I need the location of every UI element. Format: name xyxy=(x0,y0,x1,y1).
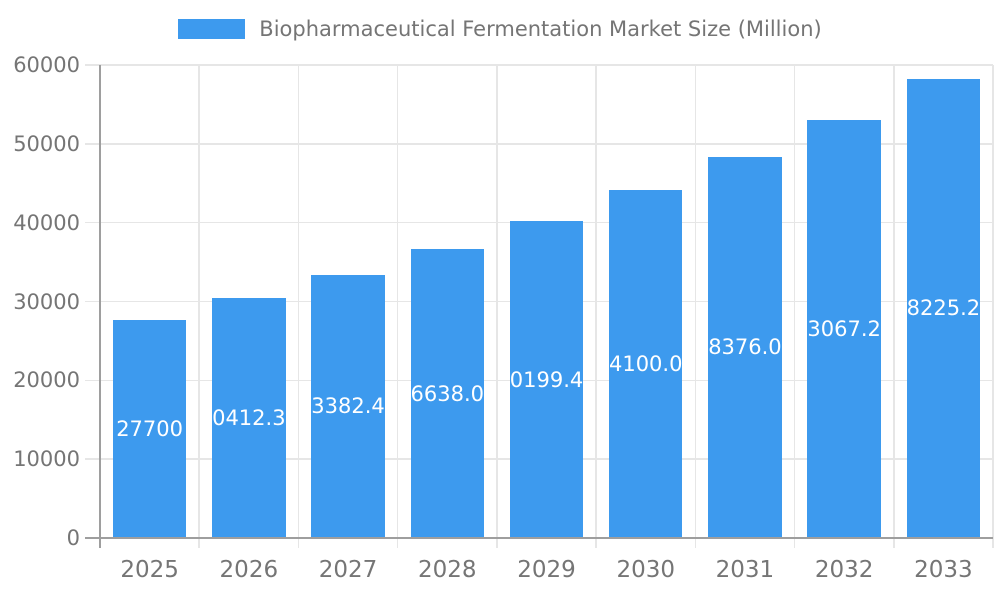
bar-value-label: 30412.34 xyxy=(212,406,286,431)
gridline-vertical xyxy=(793,65,796,548)
y-axis-tick-label: 30000 xyxy=(13,289,80,314)
gridline-horizontal xyxy=(85,143,993,145)
gridline-vertical xyxy=(694,65,697,548)
x-axis-tick-label: 2031 xyxy=(715,557,775,583)
gridline-vertical xyxy=(595,65,597,548)
bar-value-label: 36638.06 xyxy=(410,381,484,406)
bar-2031: 48376.06 xyxy=(708,156,782,538)
x-axis-tick-label: 2030 xyxy=(616,557,675,583)
bar-2032: 53067.24 xyxy=(807,119,881,538)
bar-2026: 30412.34 xyxy=(212,298,286,538)
x-axis-tick-label: 2028 xyxy=(417,557,477,583)
gridline-vertical xyxy=(198,65,200,548)
legend: Biopharmaceutical Fermentation Market Si… xyxy=(0,17,1000,41)
x-axis-tick-label: 2033 xyxy=(914,557,973,583)
y-axis-line xyxy=(99,65,101,548)
legend-label: Biopharmaceutical Fermentation Market Si… xyxy=(259,17,822,41)
y-axis-tick-label: 40000 xyxy=(13,210,80,235)
bar-value-label: 44100.03 xyxy=(609,352,683,377)
x-axis-tick-label: 2032 xyxy=(814,557,874,583)
gridline-horizontal xyxy=(85,64,993,66)
x-axis-tick-label: 2025 xyxy=(120,557,179,583)
bar-2030: 44100.03 xyxy=(609,190,683,538)
gridline-vertical xyxy=(297,65,300,548)
y-axis-tick-label: 60000 xyxy=(13,53,80,77)
gridline-vertical xyxy=(496,65,498,548)
bar-value-label: 53067.24 xyxy=(807,316,881,341)
x-axis-tick-label: 2027 xyxy=(318,557,378,583)
legend-swatch xyxy=(178,19,246,39)
bar-2025: 27700 xyxy=(112,319,187,538)
bar-2027: 33382.44 xyxy=(311,274,385,538)
bar-2028: 36638.06 xyxy=(410,249,484,538)
bar-value-label: 58225.23 xyxy=(906,296,981,321)
x-axis-line xyxy=(85,537,993,539)
y-axis-tick-label: 0 xyxy=(66,526,80,550)
y-axis-tick-label: 10000 xyxy=(13,447,80,472)
gridline-vertical xyxy=(893,65,895,548)
bar-2033: 58225.23 xyxy=(906,78,981,538)
y-axis-tick-label: 20000 xyxy=(13,368,80,393)
bar-2029: 40199.45 xyxy=(509,221,584,538)
x-axis-tick-label: 2026 xyxy=(219,557,279,583)
gridline-vertical xyxy=(992,65,994,548)
bar-value-label: 33382.44 xyxy=(311,394,385,419)
bar-value-label: 48376.06 xyxy=(708,335,782,360)
gridline-vertical xyxy=(396,65,399,548)
x-axis-tick-label: 2029 xyxy=(517,557,576,583)
bar-value-label: 27700 xyxy=(116,416,183,441)
bar-value-label: 40199.45 xyxy=(509,367,584,392)
y-axis-tick-label: 50000 xyxy=(13,131,80,156)
plot-area: 0 10000 20000 30000 40000 50000 60000 27700 2025… xyxy=(13,53,994,583)
